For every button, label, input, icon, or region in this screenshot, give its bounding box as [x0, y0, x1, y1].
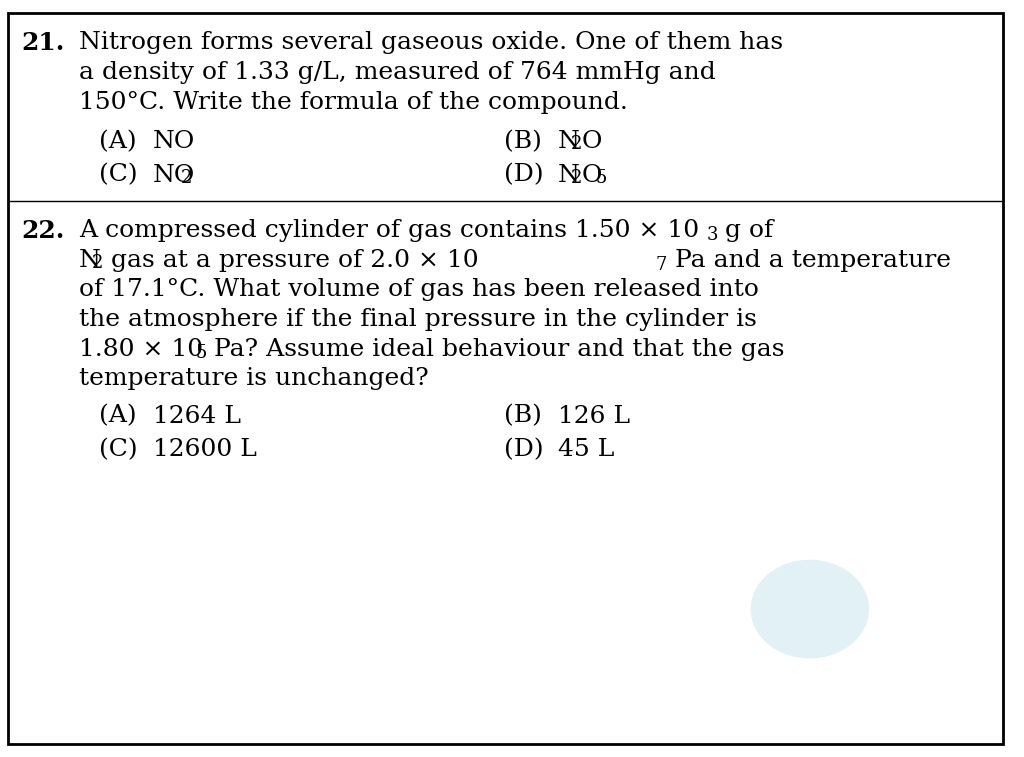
- Text: (C): (C): [98, 164, 137, 187]
- Text: a density of 1.33 g/L, measured of 764 mmHg and: a density of 1.33 g/L, measured of 764 m…: [79, 61, 716, 84]
- Text: (D): (D): [504, 164, 544, 187]
- Text: Pa and a temperature: Pa and a temperature: [667, 248, 950, 272]
- Text: the atmosphere if the final pressure in the cylinder is: the atmosphere if the final pressure in …: [79, 308, 757, 331]
- Text: A compressed cylinder of gas contains 1.50 × 10: A compressed cylinder of gas contains 1.…: [79, 219, 699, 242]
- Text: 2: 2: [570, 135, 583, 153]
- Text: 12600 L: 12600 L: [153, 438, 257, 461]
- Text: (D): (D): [504, 438, 544, 461]
- Text: 22.: 22.: [22, 219, 66, 243]
- Text: g of: g of: [717, 219, 773, 242]
- Text: 1.80 × 10: 1.80 × 10: [79, 338, 203, 360]
- Text: 5: 5: [596, 169, 607, 187]
- Text: Pa? Assume ideal behaviour and that the gas: Pa? Assume ideal behaviour and that the …: [207, 338, 785, 360]
- FancyBboxPatch shape: [8, 13, 1004, 744]
- Text: 150°C. Write the formula of the compound.: 150°C. Write the formula of the compound…: [79, 91, 628, 114]
- Text: O: O: [582, 164, 602, 187]
- Text: N: N: [79, 248, 101, 272]
- Text: (B): (B): [504, 130, 542, 153]
- Text: 2: 2: [570, 169, 583, 187]
- Text: 2: 2: [92, 254, 103, 272]
- Text: of 17.1°C. What volume of gas has been released into: of 17.1°C. What volume of gas has been r…: [79, 279, 759, 301]
- Text: (A): (A): [98, 130, 136, 153]
- Text: (A): (A): [98, 405, 136, 428]
- Text: 5: 5: [196, 344, 207, 363]
- Text: 126 L: 126 L: [558, 405, 630, 428]
- Text: 3: 3: [707, 226, 718, 244]
- Text: O: O: [582, 130, 602, 153]
- Text: NO: NO: [153, 164, 196, 187]
- Text: 7: 7: [655, 256, 667, 273]
- Text: (B): (B): [504, 405, 542, 428]
- Text: NO: NO: [153, 130, 196, 153]
- Text: N: N: [558, 164, 580, 187]
- Text: temperature is unchanged?: temperature is unchanged?: [79, 367, 429, 390]
- Text: (C): (C): [98, 438, 137, 461]
- Text: 21.: 21.: [22, 31, 66, 55]
- Text: 45 L: 45 L: [558, 438, 614, 461]
- Text: gas at a pressure of 2.0 × 10: gas at a pressure of 2.0 × 10: [102, 248, 478, 272]
- Text: 1264 L: 1264 L: [153, 405, 241, 428]
- Text: N: N: [558, 130, 580, 153]
- Ellipse shape: [751, 559, 869, 659]
- Text: 2: 2: [180, 169, 193, 187]
- Text: Nitrogen forms several gaseous oxide. One of them has: Nitrogen forms several gaseous oxide. On…: [79, 31, 783, 55]
